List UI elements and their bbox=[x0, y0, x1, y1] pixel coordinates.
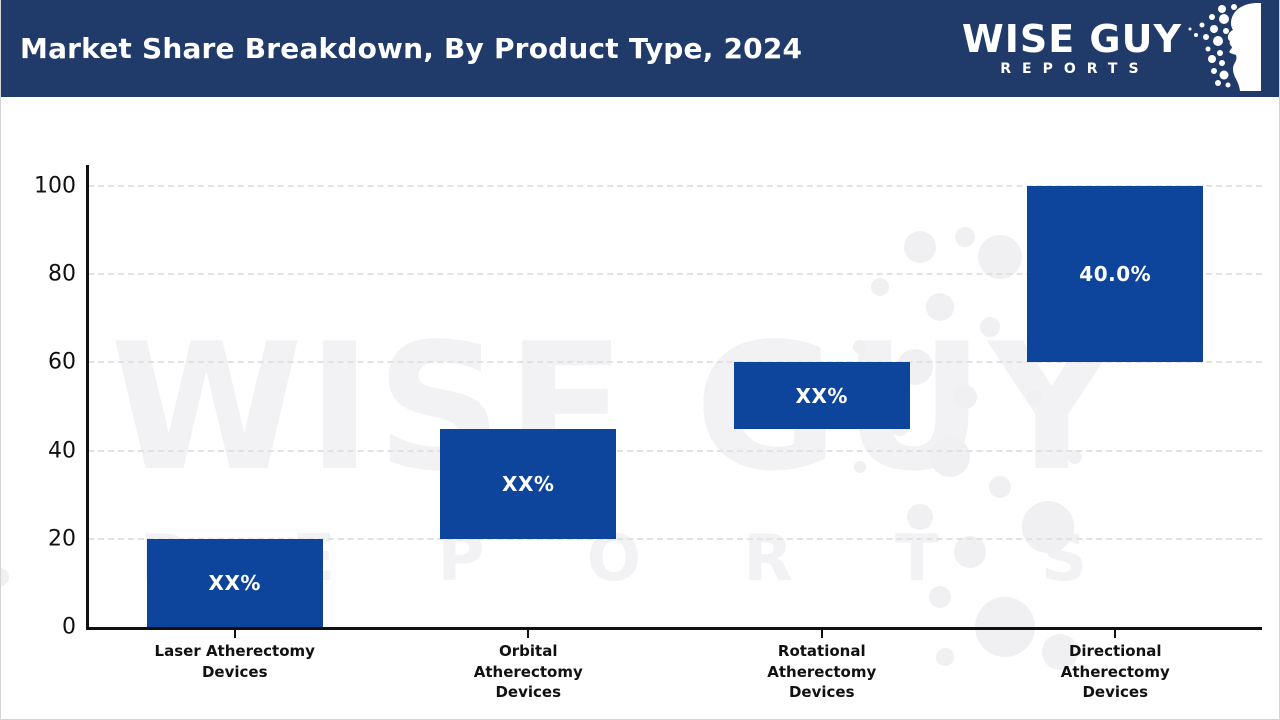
bar-value-label: XX% bbox=[502, 471, 555, 496]
header-bar: Market Share Breakdown, By Product Type,… bbox=[0, 0, 1280, 97]
gridline-20 bbox=[88, 537, 1262, 540]
bar-directional-atherectomy-devices: 40.0% bbox=[1027, 186, 1204, 363]
bar-value-label: 40.0% bbox=[1079, 262, 1152, 287]
face-profile-icon bbox=[1184, 2, 1262, 95]
y-tick-label-40: 40 bbox=[48, 438, 76, 464]
gridline-100 bbox=[88, 185, 1262, 188]
x-category-label-rotational-atherectomy-devices: Rotational Atherectomy Devices bbox=[767, 642, 877, 702]
x-tick-directional-atherectomy-devices bbox=[1114, 629, 1117, 638]
x-tick-rotational-atherectomy-devices bbox=[820, 629, 823, 638]
y-tick-label-60: 60 bbox=[48, 349, 76, 375]
page-title: Market Share Breakdown, By Product Type,… bbox=[20, 32, 803, 65]
bar-orbital-atherectomy-devices: XX% bbox=[440, 428, 617, 539]
y-tick-label-0: 0 bbox=[62, 614, 76, 640]
gridline-40 bbox=[88, 449, 1262, 452]
gridline-60 bbox=[88, 361, 1262, 364]
brand-logo-text: WISE GUY REPORTS bbox=[962, 20, 1182, 77]
bar-value-label: XX% bbox=[208, 570, 261, 595]
bar-laser-atherectomy-devices: XX% bbox=[146, 538, 323, 627]
gridline-80 bbox=[88, 273, 1262, 276]
x-axis-line bbox=[86, 627, 1262, 630]
bar-value-label: XX% bbox=[795, 383, 848, 408]
x-tick-laser-atherectomy-devices bbox=[233, 629, 236, 638]
x-category-label-directional-atherectomy-devices: Directional Atherectomy Devices bbox=[1060, 642, 1170, 702]
y-tick-label-20: 20 bbox=[48, 526, 76, 552]
brand-logo: WISE GUY REPORTS bbox=[962, 2, 1262, 95]
x-category-label-laser-atherectomy-devices: Laser Atherectomy Devices bbox=[154, 642, 315, 681]
brand-subname: REPORTS bbox=[1000, 61, 1150, 77]
chart-canvas: WISE GUY R E P O R T S bbox=[0, 97, 1280, 720]
y-tick-label-100: 100 bbox=[34, 173, 76, 199]
brand-name: WISE GUY bbox=[961, 17, 1182, 61]
y-axis-line bbox=[86, 165, 89, 629]
y-tick-label-80: 80 bbox=[48, 261, 76, 287]
plot-area: 0 20 40 60 80 100 XX% Laser Atherectomy Devices… bbox=[0, 97, 1280, 720]
bar-rotational-atherectomy-devices: XX% bbox=[733, 362, 910, 429]
x-tick-orbital-atherectomy-devices bbox=[527, 629, 530, 638]
x-category-label-orbital-atherectomy-devices: Orbital Atherectomy Devices bbox=[473, 642, 583, 702]
